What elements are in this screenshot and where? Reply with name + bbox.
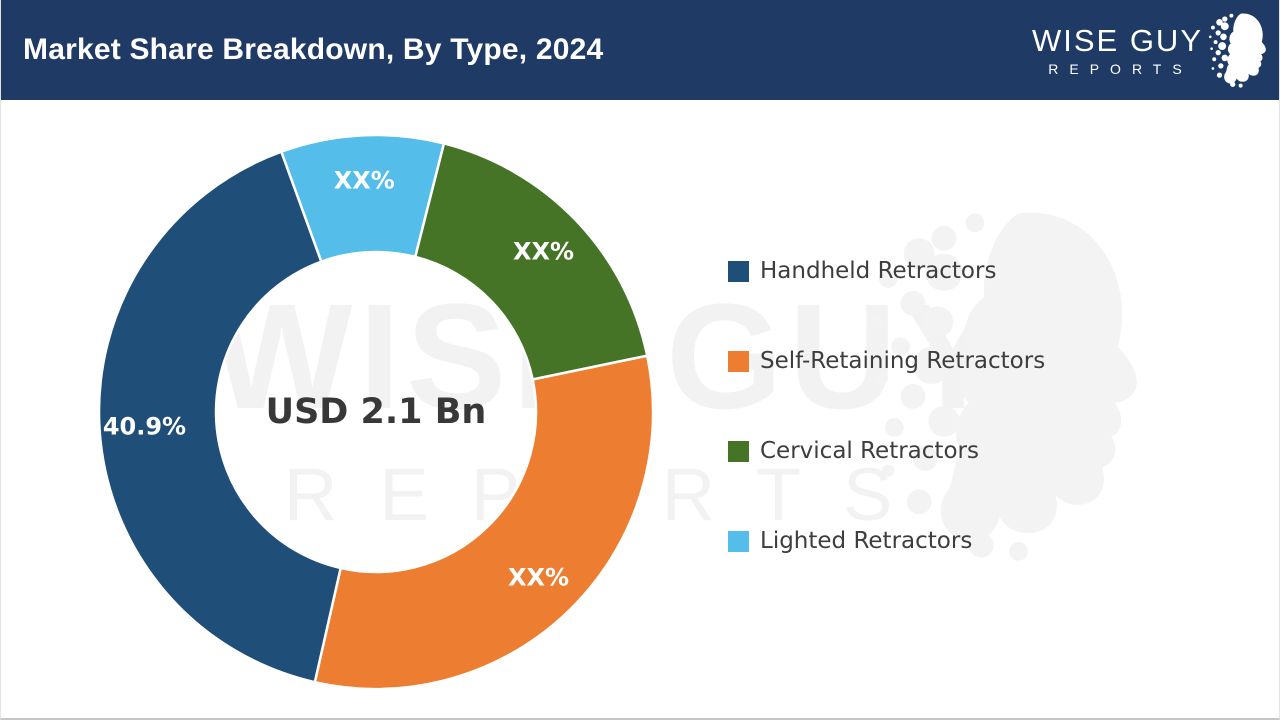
- legend-label: Handheld Retractors: [760, 258, 997, 284]
- chart-area: WISE GUY REPORTS XX%XX%XX%40.9% USD 2.1 …: [1, 100, 1279, 718]
- legend-swatch-icon: [728, 260, 749, 282]
- brand-subtitle: REPORTS: [1048, 61, 1193, 77]
- legend-swatch-icon: [728, 350, 749, 372]
- legend-item-handheld-retractors: Handheld Retractors: [728, 226, 1045, 316]
- brand-logo: WISE GUY REPORTS: [1032, 4, 1271, 96]
- legend-label: Self-Retaining Retractors: [760, 348, 1046, 374]
- header-bar: Market Share Breakdown, By Type, 2024 WI…: [1, 0, 1279, 100]
- brand-name: WISE GUY: [1031, 23, 1203, 58]
- legend-label: Cervical Retractors: [760, 438, 979, 464]
- slice-label-lighted-retractors: XX%: [334, 166, 395, 194]
- legend-item-lighted-retractors: Lighted Retractors: [728, 496, 1045, 586]
- donut-chart: XX% XX% XX% 40.9%: [97, 133, 655, 691]
- chart-legend: Handheld Retractors Self-Retaining Retrac…: [728, 226, 1045, 586]
- legend-item-cervical-retractors: Cervical Retractors: [728, 406, 1045, 496]
- legend-swatch-icon: [728, 440, 749, 462]
- donut-slice-handheld-retractors: [97, 150, 342, 684]
- slice-label-self-retaining-retractors: XX%: [508, 564, 569, 592]
- page-title: Market Share Breakdown, By Type, 2024: [23, 33, 604, 66]
- donut-slice-self-retaining-retractors: [313, 354, 655, 691]
- slice-label-handheld-retractors: 40.9%: [103, 413, 186, 441]
- legend-item-self-retaining-retractors: Self-Retaining Retractors: [728, 316, 1045, 406]
- donut-center-value: USD 2.1 Bn: [265, 392, 487, 432]
- brand-logo-text: WISE GUY REPORTS: [1032, 23, 1203, 77]
- donut-slice-cervical-retractors: [413, 142, 649, 381]
- dotted-face-profile-icon: [1208, 13, 1266, 88]
- slice-label-cervical-retractors: XX%: [513, 238, 574, 266]
- legend-label: Lighted Retractors: [760, 528, 973, 554]
- legend-swatch-icon: [728, 530, 749, 552]
